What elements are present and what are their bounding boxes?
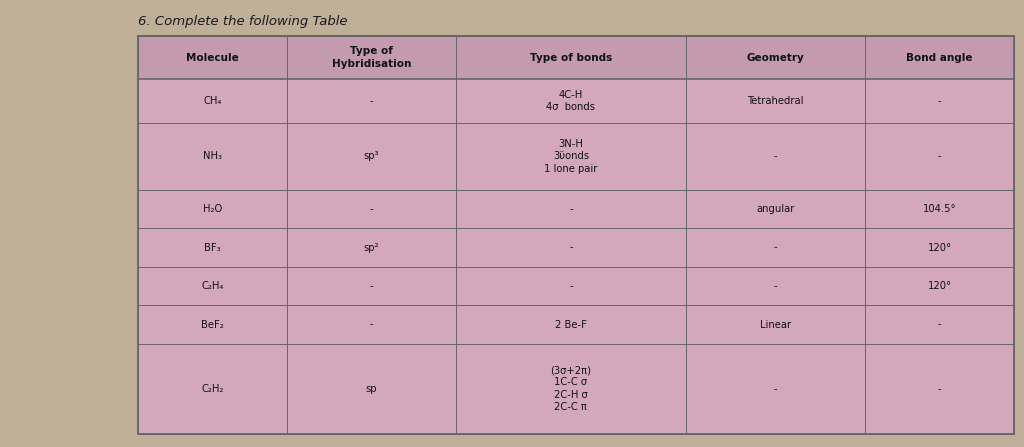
Bar — [287, 228, 456, 267]
Text: Type of bonds: Type of bonds — [529, 53, 612, 63]
Text: BF₃: BF₃ — [204, 243, 221, 253]
Bar — [865, 123, 1014, 190]
Text: 120°: 120° — [928, 281, 951, 291]
Bar — [865, 80, 1014, 123]
Bar — [456, 123, 686, 190]
Bar — [865, 267, 1014, 305]
Text: 6. Complete the following Table: 6. Complete the following Table — [138, 15, 348, 28]
Bar — [287, 305, 456, 344]
Bar — [686, 190, 865, 228]
Bar — [456, 344, 686, 434]
Bar — [138, 123, 287, 190]
Bar — [287, 344, 456, 434]
Bar — [456, 36, 686, 80]
Bar — [287, 267, 456, 305]
Text: Bond angle: Bond angle — [906, 53, 973, 63]
Text: Tetrahedral: Tetrahedral — [748, 96, 804, 106]
Text: angular: angular — [757, 204, 795, 214]
Text: sp: sp — [366, 384, 377, 394]
Text: -: - — [938, 96, 941, 106]
Text: -: - — [370, 320, 373, 329]
Text: -: - — [569, 243, 572, 253]
Text: (3σ+2π)
1C-C σ
2C-H σ
2C-C π: (3σ+2π) 1C-C σ 2C-H σ 2C-C π — [550, 365, 592, 412]
Bar — [456, 267, 686, 305]
Text: 2 Be-F: 2 Be-F — [555, 320, 587, 329]
Bar — [287, 123, 456, 190]
Text: 3N-H
3ϋonds
1 lone pair: 3N-H 3ϋonds 1 lone pair — [544, 139, 598, 174]
Bar — [138, 267, 287, 305]
Bar — [686, 344, 865, 434]
Bar — [686, 36, 865, 80]
Bar — [865, 344, 1014, 434]
Bar — [865, 36, 1014, 80]
Bar — [287, 36, 456, 80]
Text: -: - — [774, 281, 777, 291]
Text: sp³: sp³ — [364, 152, 379, 161]
Text: C₂H₂: C₂H₂ — [202, 384, 223, 394]
Text: 4C-H
4σ  bonds: 4C-H 4σ bonds — [547, 90, 595, 112]
Bar — [686, 80, 865, 123]
Text: Linear: Linear — [760, 320, 792, 329]
Bar — [287, 80, 456, 123]
Text: sp²: sp² — [364, 243, 379, 253]
Bar — [456, 190, 686, 228]
Text: C₂H₄: C₂H₄ — [202, 281, 223, 291]
Bar — [138, 228, 287, 267]
Bar — [686, 123, 865, 190]
Text: -: - — [774, 384, 777, 394]
Text: -: - — [774, 243, 777, 253]
Text: -: - — [938, 152, 941, 161]
Text: -: - — [569, 204, 572, 214]
Bar — [138, 80, 287, 123]
Bar — [138, 36, 1014, 434]
Text: Molecule: Molecule — [186, 53, 239, 63]
Text: CH₄: CH₄ — [204, 96, 221, 106]
Text: Type of
Hybridisation: Type of Hybridisation — [332, 46, 411, 69]
Bar — [138, 36, 287, 80]
Text: NH₃: NH₃ — [203, 152, 222, 161]
Text: 104.5°: 104.5° — [923, 204, 956, 214]
Bar — [456, 228, 686, 267]
Bar — [686, 228, 865, 267]
Bar — [287, 190, 456, 228]
Text: -: - — [774, 152, 777, 161]
Text: -: - — [938, 384, 941, 394]
Text: 120°: 120° — [928, 243, 951, 253]
Text: Geometry: Geometry — [746, 53, 805, 63]
Bar — [686, 267, 865, 305]
Text: BeF₂: BeF₂ — [201, 320, 224, 329]
Bar — [456, 305, 686, 344]
Text: -: - — [370, 204, 373, 214]
Bar — [138, 305, 287, 344]
Bar — [138, 344, 287, 434]
Text: -: - — [370, 96, 373, 106]
Bar — [686, 305, 865, 344]
Text: -: - — [569, 281, 572, 291]
Bar — [865, 305, 1014, 344]
Text: -: - — [938, 320, 941, 329]
Bar — [865, 190, 1014, 228]
Text: H₂O: H₂O — [203, 204, 222, 214]
Bar — [138, 190, 287, 228]
Bar — [456, 80, 686, 123]
Bar — [865, 228, 1014, 267]
Text: -: - — [370, 281, 373, 291]
